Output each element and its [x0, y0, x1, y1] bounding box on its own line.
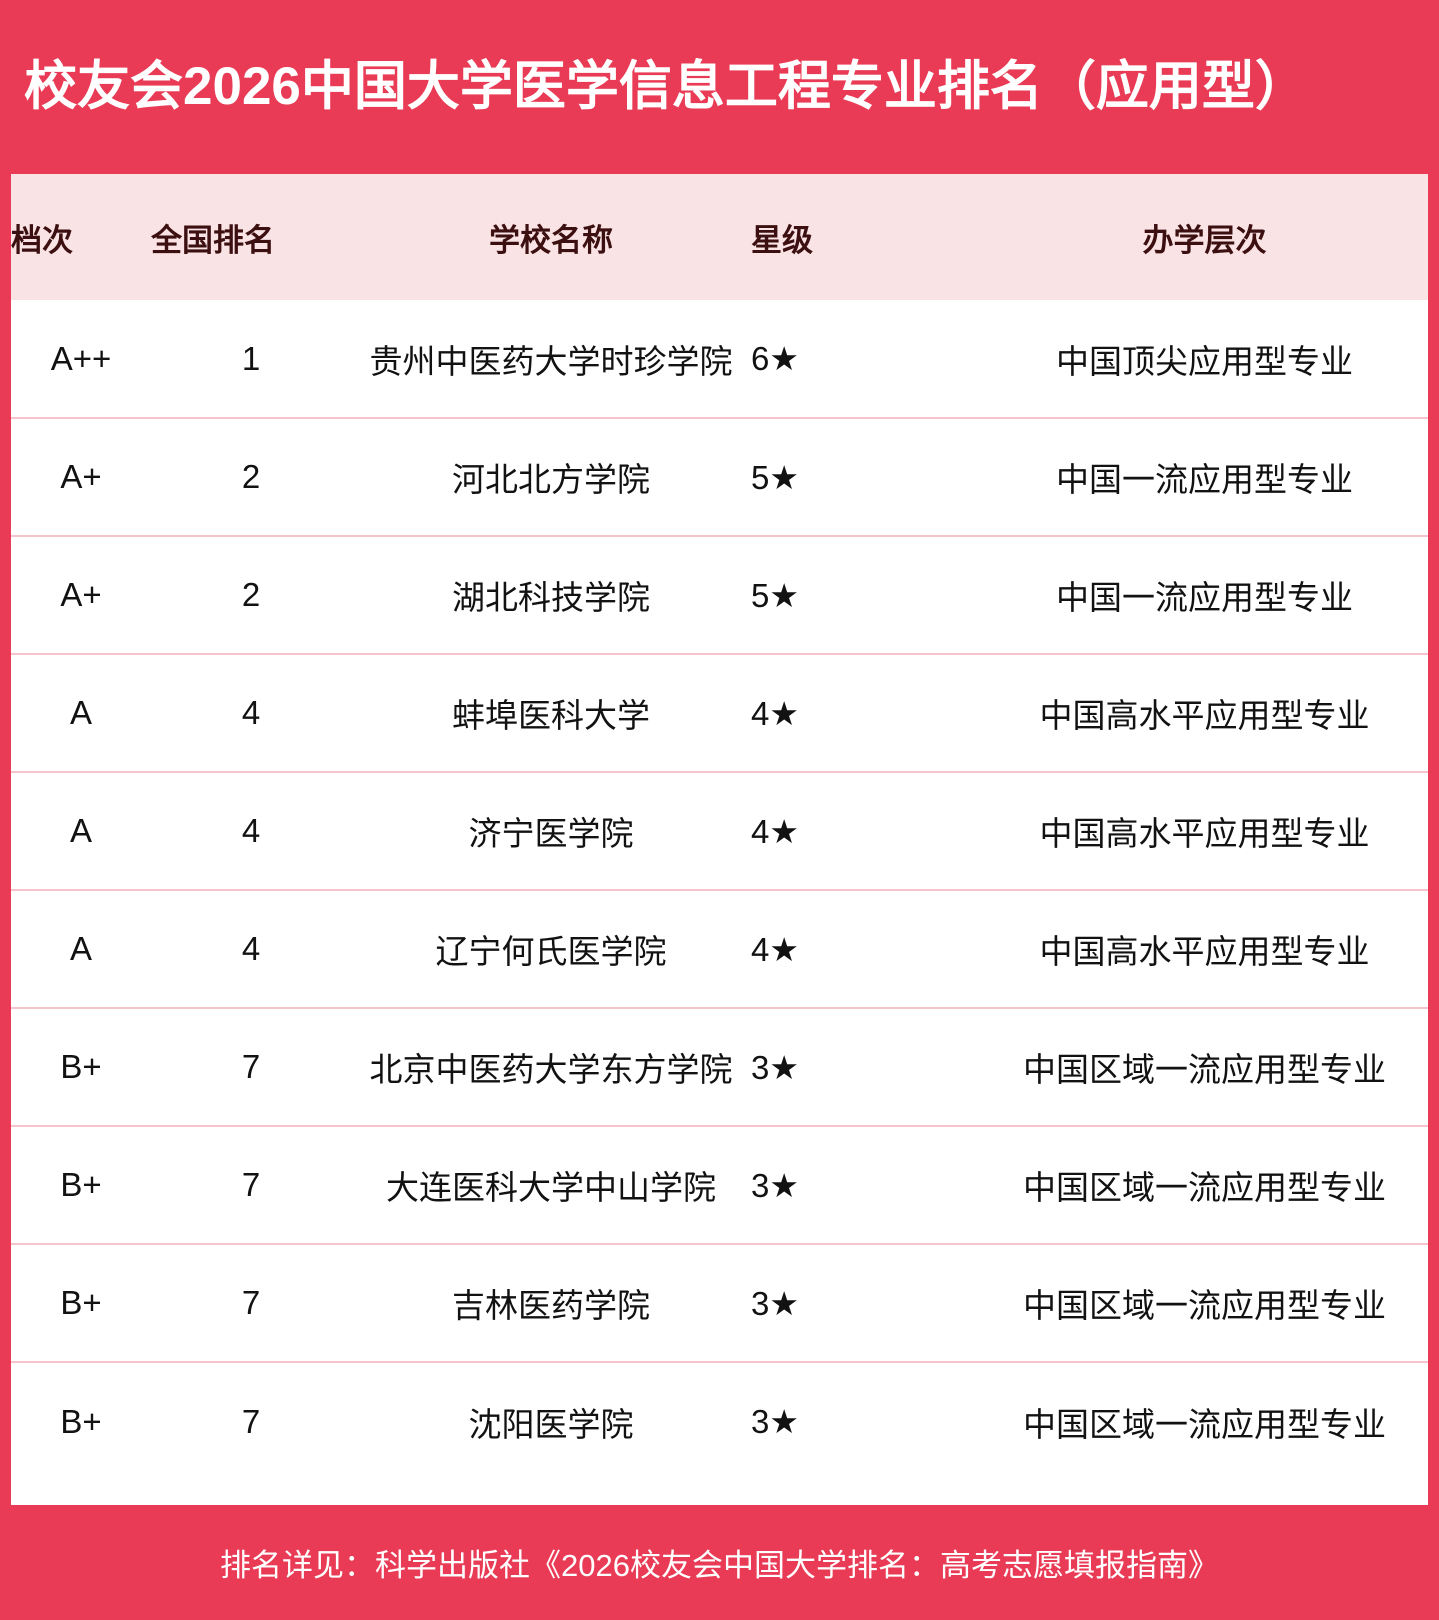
cell-rank: 4: [151, 890, 351, 1008]
cell-level: 中国一流应用型专业: [981, 418, 1428, 536]
table-row: B+ 7 北京中医药大学东方学院 3★ 中国区域一流应用型专业: [11, 1008, 1428, 1126]
column-header-level: 办学层次: [981, 174, 1428, 300]
cell-school: 贵州中医药大学时珍学院: [351, 300, 751, 418]
table-row: A++ 1 贵州中医药大学时珍学院 6★ 中国顶尖应用型专业: [11, 300, 1428, 418]
cell-star: 3★: [751, 1244, 981, 1362]
cell-school: 大连医科大学中山学院: [351, 1126, 751, 1244]
cell-level: 中国区域一流应用型专业: [981, 1126, 1428, 1244]
table-row: A 4 辽宁何氏医学院 4★ 中国高水平应用型专业: [11, 890, 1428, 1008]
table-head: 档次 全国排名 学校名称 星级 办学层次: [11, 174, 1428, 300]
cell-level: 中国区域一流应用型专业: [981, 1008, 1428, 1126]
cell-school: 湖北科技学院: [351, 536, 751, 654]
cell-tier: A+: [11, 536, 151, 654]
table-row: B+ 7 吉林医药学院 3★ 中国区域一流应用型专业: [11, 1244, 1428, 1362]
cell-rank: 4: [151, 772, 351, 890]
cell-tier: A: [11, 890, 151, 1008]
cell-star: 5★: [751, 418, 981, 536]
cell-level: 中国高水平应用型专业: [981, 654, 1428, 772]
cell-level: 中国高水平应用型专业: [981, 890, 1428, 1008]
ranking-table: 档次 全国排名 学校名称 星级 办学层次 A++ 1 贵州中医药大学时珍学院 6…: [11, 174, 1428, 1480]
cell-star: 4★: [751, 654, 981, 772]
cell-tier: B+: [11, 1008, 151, 1126]
table-row: A 4 蚌埠医科大学 4★ 中国高水平应用型专业: [11, 654, 1428, 772]
cell-tier: B+: [11, 1244, 151, 1362]
title-band: 校友会2026中国大学医学信息工程专业排名（应用型）: [0, 0, 1439, 174]
cell-school: 吉林医药学院: [351, 1244, 751, 1362]
column-header-school: 学校名称: [351, 174, 751, 300]
cell-star: 6★: [751, 300, 981, 418]
table-header-row: 档次 全国排名 学校名称 星级 办学层次: [11, 174, 1428, 300]
column-header-rank: 全国排名: [151, 174, 351, 300]
cell-tier: A+: [11, 418, 151, 536]
cell-rank: 1: [151, 300, 351, 418]
footer-band: 排名详见：科学出版社《2026校友会中国大学排名：高考志愿填报指南》: [0, 1505, 1439, 1620]
cell-rank: 4: [151, 654, 351, 772]
cell-school: 沈阳医学院: [351, 1362, 751, 1480]
table-body: A++ 1 贵州中医药大学时珍学院 6★ 中国顶尖应用型专业 A+ 2 河北北方…: [11, 300, 1428, 1480]
table-row: B+ 7 沈阳医学院 3★ 中国区域一流应用型专业: [11, 1362, 1428, 1480]
cell-school: 蚌埠医科大学: [351, 654, 751, 772]
cell-rank: 2: [151, 536, 351, 654]
column-header-star: 星级: [751, 174, 981, 300]
cell-tier: B+: [11, 1362, 151, 1480]
cell-level: 中国一流应用型专业: [981, 536, 1428, 654]
cell-star: 5★: [751, 536, 981, 654]
cell-star: 3★: [751, 1126, 981, 1244]
cell-school: 辽宁何氏医学院: [351, 890, 751, 1008]
cell-tier: A: [11, 654, 151, 772]
cell-star: 4★: [751, 890, 981, 1008]
cell-tier: B+: [11, 1126, 151, 1244]
cell-tier: A: [11, 772, 151, 890]
cell-level: 中国顶尖应用型专业: [981, 300, 1428, 418]
cell-school: 北京中医药大学东方学院: [351, 1008, 751, 1126]
table-row: A+ 2 河北北方学院 5★ 中国一流应用型专业: [11, 418, 1428, 536]
cell-rank: 7: [151, 1008, 351, 1126]
cell-school: 河北北方学院: [351, 418, 751, 536]
ranking-table-container: 档次 全国排名 学校名称 星级 办学层次 A++ 1 贵州中医药大学时珍学院 6…: [11, 174, 1428, 1505]
cell-rank: 7: [151, 1126, 351, 1244]
cell-rank: 7: [151, 1362, 351, 1480]
table-row: B+ 7 大连医科大学中山学院 3★ 中国区域一流应用型专业: [11, 1126, 1428, 1244]
cell-level: 中国区域一流应用型专业: [981, 1244, 1428, 1362]
footer-note: 排名详见：科学出版社《2026校友会中国大学排名：高考志愿填报指南》: [220, 1548, 1219, 1583]
cell-star: 3★: [751, 1362, 981, 1480]
cell-rank: 7: [151, 1244, 351, 1362]
cell-star: 4★: [751, 772, 981, 890]
table-row: A 4 济宁医学院 4★ 中国高水平应用型专业: [11, 772, 1428, 890]
cell-level: 中国区域一流应用型专业: [981, 1362, 1428, 1480]
column-header-tier: 档次: [11, 174, 151, 300]
cell-star: 3★: [751, 1008, 981, 1126]
table-row: A+ 2 湖北科技学院 5★ 中国一流应用型专业: [11, 536, 1428, 654]
cell-school: 济宁医学院: [351, 772, 751, 890]
cell-rank: 2: [151, 418, 351, 536]
page-title: 校友会2026中国大学医学信息工程专业排名（应用型）: [24, 57, 1308, 117]
cell-level: 中国高水平应用型专业: [981, 772, 1428, 890]
cell-tier: A++: [11, 300, 151, 418]
